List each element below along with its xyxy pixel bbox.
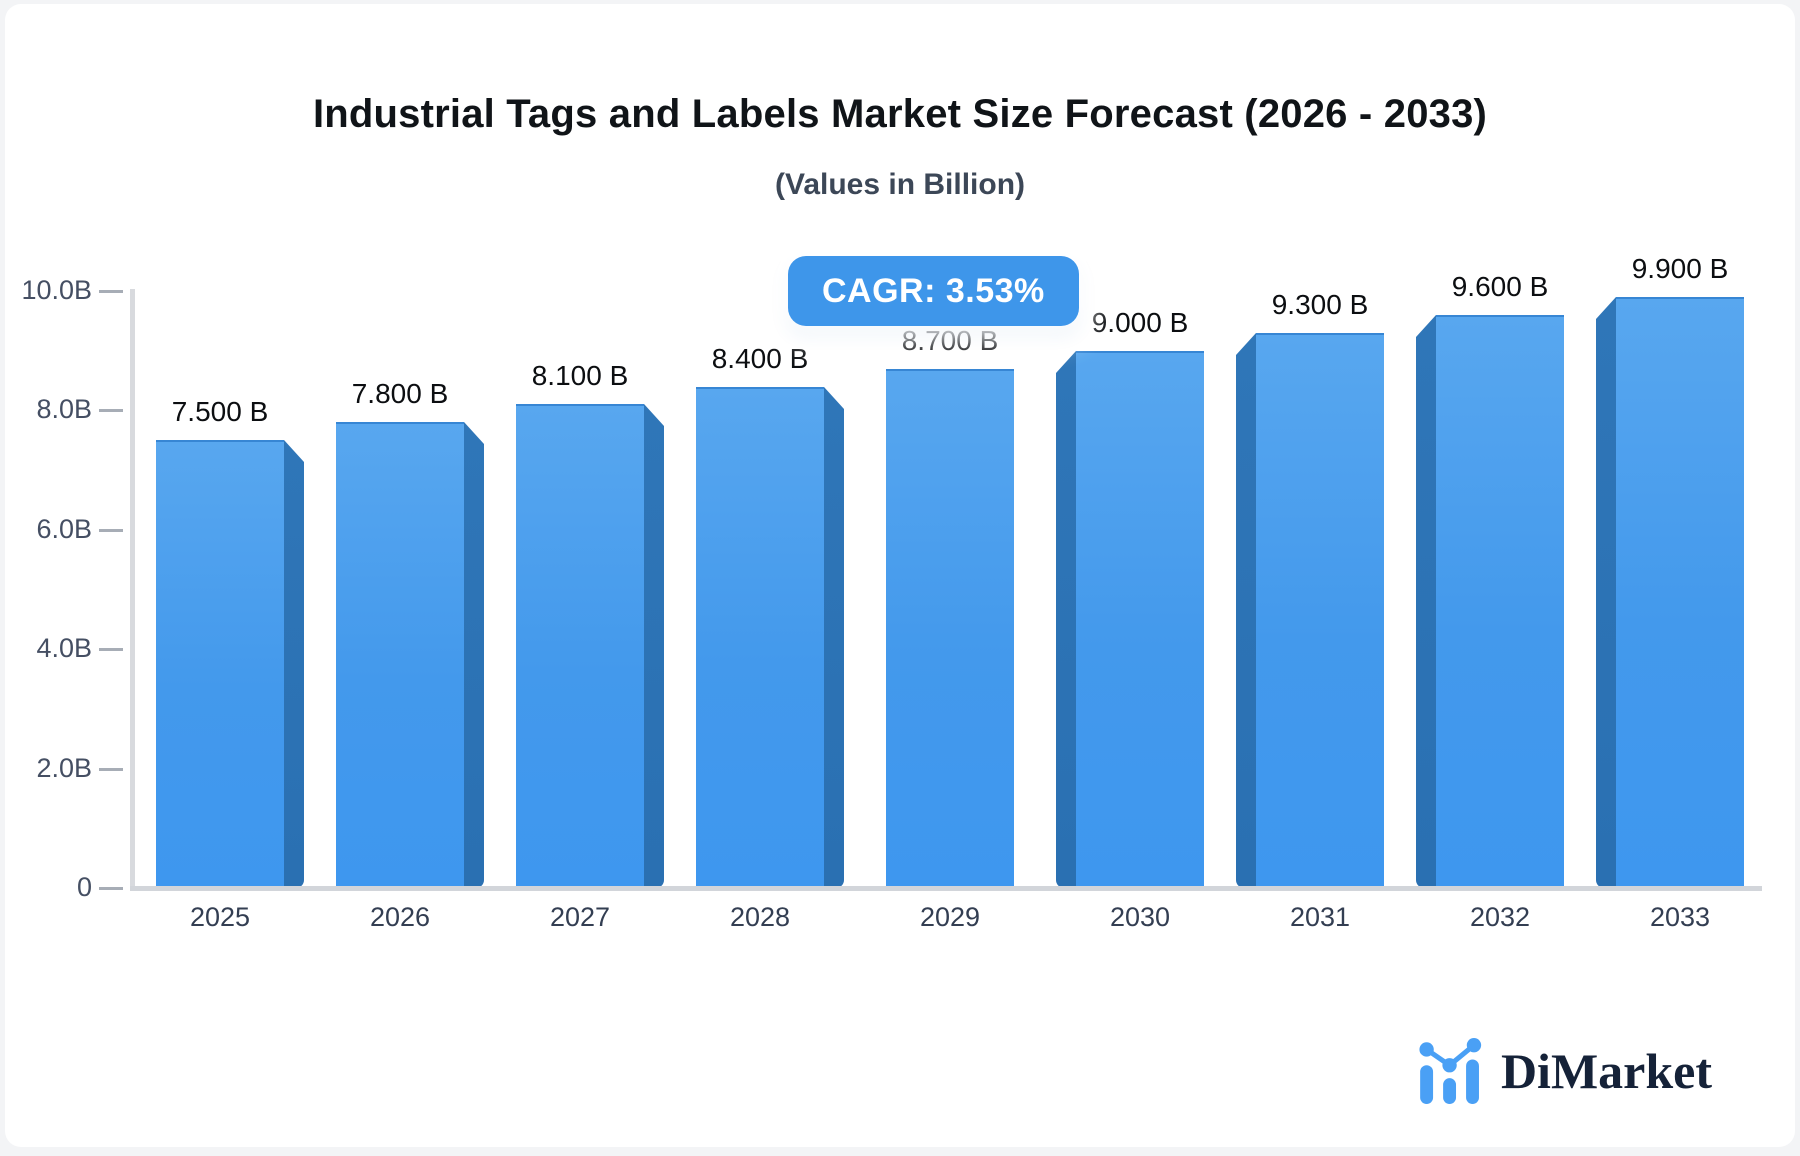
bar-2029[interactable] xyxy=(886,369,1014,888)
chart-subtitle: (Values in Billion) xyxy=(774,168,1026,201)
y-tick-label: 2.0B xyxy=(36,752,92,783)
y-tick-label: 6.0B xyxy=(36,513,92,544)
bar-face xyxy=(156,440,284,888)
y-tick-dash xyxy=(99,887,123,890)
dimarket-logo: DiMarket xyxy=(1415,1038,1712,1104)
bar-2030[interactable] xyxy=(1056,351,1204,888)
x-axis-label-2029: 2029 xyxy=(919,902,981,932)
logo-text: DiMarket xyxy=(1500,1043,1712,1099)
bar-value-label: 9.300 B xyxy=(1271,289,1369,320)
mini-bar-line-chart-icon xyxy=(1419,1038,1482,1104)
y-tick-label: 8.0B xyxy=(36,394,92,425)
x-axis-label-2032: 2032 xyxy=(1469,902,1531,932)
bar-face xyxy=(1616,297,1744,888)
bar-face xyxy=(886,369,1014,888)
bar-face xyxy=(1436,315,1564,888)
bar-side-shade xyxy=(464,422,484,888)
x-axis-label-2025: 2025 xyxy=(189,902,251,932)
chart-title: Industrial Tags and Labels Market Size F… xyxy=(312,92,1488,136)
y-tick-dash xyxy=(99,409,123,413)
bar-side-shade xyxy=(1236,333,1256,888)
y-axis-line xyxy=(130,289,135,890)
bar-face xyxy=(696,387,824,888)
bar-side-shade xyxy=(1596,297,1616,888)
x-axis-label-2026: 2026 xyxy=(369,902,431,932)
x-axis-label-2028: 2028 xyxy=(729,902,791,932)
bar-face xyxy=(1256,333,1384,888)
bar-face xyxy=(336,422,464,888)
cagr-badge-label: CAGR: 3.53% xyxy=(822,271,1045,310)
bar-2027[interactable] xyxy=(516,404,664,888)
x-axis-label-2030: 2030 xyxy=(1109,902,1171,932)
y-tick-label: 0 xyxy=(76,872,92,902)
bar-value-label: 9.900 B xyxy=(1631,253,1729,284)
bar-face xyxy=(516,404,644,888)
x-axis-label-2031: 2031 xyxy=(1289,902,1351,932)
bar-2032[interactable] xyxy=(1416,315,1564,888)
y-tick-label: 4.0B xyxy=(36,633,92,664)
bar-side-shade xyxy=(644,404,664,888)
bar-side-shade xyxy=(1056,351,1076,888)
x-axis-label-2027: 2027 xyxy=(549,902,611,932)
bar-face xyxy=(1076,351,1204,888)
cagr-badge: CAGR: 3.53% xyxy=(788,256,1079,326)
bar-value-label: 9.600 B xyxy=(1451,271,1549,302)
bar-value-label: 7.500 B xyxy=(171,396,269,427)
bar-side-shade xyxy=(1416,315,1436,888)
bar-2028[interactable] xyxy=(696,387,844,888)
bar-value-label: 7.800 B xyxy=(351,378,449,409)
bar-value-label: 8.100 B xyxy=(531,360,629,391)
bar-2031[interactable] xyxy=(1236,333,1384,888)
bar-value-label: 9.000 B xyxy=(1091,307,1189,338)
x-axis-line xyxy=(130,886,1762,891)
bar-value-label: 8.700 B xyxy=(901,325,999,356)
bar-value-label: 8.400 B xyxy=(711,343,809,374)
y-tick-dash xyxy=(99,648,123,652)
bar-side-shade xyxy=(824,387,844,888)
bar-side-shade xyxy=(284,440,304,888)
y-tick-dash xyxy=(99,767,123,771)
bar-2025[interactable] xyxy=(156,440,304,888)
bar-2026[interactable] xyxy=(336,422,484,888)
bar-2033[interactable] xyxy=(1596,297,1744,888)
y-tick-dash xyxy=(99,528,123,532)
y-tick-label: 10.0B xyxy=(21,275,92,305)
x-axis-label-2033: 2033 xyxy=(1649,902,1711,932)
y-tick-dash xyxy=(99,290,123,293)
